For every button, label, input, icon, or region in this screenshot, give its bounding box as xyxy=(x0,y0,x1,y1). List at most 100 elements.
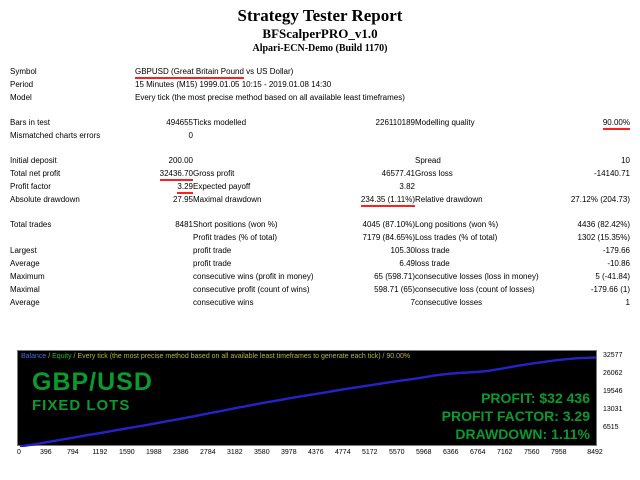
report-value xyxy=(135,231,193,244)
value-text: 0 xyxy=(188,131,193,140)
value-text: 4436 (82.42%) xyxy=(577,220,630,229)
report-label: Total net profit xyxy=(10,167,135,180)
value-text: loss trade xyxy=(415,246,450,255)
overlay-profit-text: PROFIT: $32 436 xyxy=(481,390,590,406)
value-text: Spread xyxy=(415,156,441,165)
x-axis-label: 4376 xyxy=(308,449,324,456)
report-value: 27.95 xyxy=(135,193,193,206)
report-value: 5 (-41.84) xyxy=(540,270,630,283)
report-row: Initial deposit 200.00 Spread 10 xyxy=(10,154,630,167)
report-spacer-cell xyxy=(10,206,630,218)
value-text: Initial deposit xyxy=(10,156,57,165)
report-label xyxy=(415,180,540,193)
value-text: consecutive losses (loss in money) xyxy=(415,272,539,281)
highlighted-value: 90.00% xyxy=(602,118,630,130)
x-axis-label: 1590 xyxy=(119,449,135,456)
report-value: 105.30 xyxy=(343,244,415,257)
x-axis-label: 3978 xyxy=(281,449,297,456)
highlighted-value: GBPUSD (Great Britain Pound xyxy=(135,67,244,79)
value-text: 494655 xyxy=(166,118,193,127)
value-text: 27.95 xyxy=(172,195,193,204)
value-text: Absolute drawdown xyxy=(10,195,80,204)
report-value xyxy=(540,129,630,142)
report-label: Spread xyxy=(415,154,540,167)
report-value: 1302 (15.35%) xyxy=(540,231,630,244)
value-text: 105.30 xyxy=(390,246,415,255)
report-label: Maximal drawdown xyxy=(193,193,343,206)
report-label: consecutive losses xyxy=(415,296,540,309)
report-value: 46577.41 xyxy=(343,167,415,180)
report-label: Largest xyxy=(10,244,135,257)
report-row: Maximal consecutive profit (count of wins… xyxy=(10,283,630,296)
value-text: Long positions (won %) xyxy=(415,220,499,229)
report-value xyxy=(135,257,193,270)
report-header: Strategy Tester Report BFScalperPRO_v1.0… xyxy=(0,6,640,55)
y-axis-label: 26062 xyxy=(603,370,623,378)
value-text: 6.49 xyxy=(399,259,415,268)
value-text: 4045 (87.10%) xyxy=(362,220,415,229)
value-text: Profit factor xyxy=(10,182,51,191)
server-build: Alpari-ECN-Demo (Build 1170) xyxy=(252,43,388,54)
report-value: 234.35 (1.11%) xyxy=(343,193,415,207)
report-value: 90.00% xyxy=(540,116,630,130)
value-text: 1 xyxy=(625,298,630,307)
report-value: 4436 (82.42%) xyxy=(540,218,630,231)
y-axis-label: 19546 xyxy=(603,388,623,396)
value-text: consecutive loss (count of losses) xyxy=(415,285,535,294)
report-label: profit trade xyxy=(193,244,343,257)
value-text: profit trade xyxy=(193,246,232,255)
report-label: Maximum xyxy=(10,270,135,283)
report-value: 1 xyxy=(540,296,630,309)
value-text: Model xyxy=(10,93,32,102)
legend-equity-label: Equity xyxy=(52,353,72,360)
value-text: Largest xyxy=(10,246,37,255)
report-value: -10.86 xyxy=(540,257,630,270)
x-axis-label: 2784 xyxy=(200,449,216,456)
overlay-symbol-text: GBP/USD xyxy=(32,368,153,396)
report-label: consecutive wins (profit in money) xyxy=(193,270,343,283)
report-row: Period 15 Minutes (M15) 1999.01.05 10:15 … xyxy=(10,78,630,91)
highlighted-value: 32436.70 xyxy=(159,169,193,181)
report-value: 7179 (84.65%) xyxy=(343,231,415,244)
report-value xyxy=(135,283,193,296)
report-label: loss trade xyxy=(415,244,540,257)
report-row: Largest profit trade 105.30 loss trade -179.… xyxy=(10,244,630,257)
report-row: Average profit trade 6.49 loss trade -10.86 xyxy=(10,257,630,270)
report-spacer-row xyxy=(10,142,630,154)
report-value: -14140.71 xyxy=(540,167,630,180)
value-text: 27.12% (204.73) xyxy=(570,195,630,204)
value-text: 8481 xyxy=(175,220,193,229)
report-value: 65 (598.71) xyxy=(343,270,415,283)
report-value: 226110189 xyxy=(343,116,415,129)
report-value: GBPUSD (Great Britain Pound vs US Dollar… xyxy=(135,65,630,79)
report-label: Average xyxy=(10,296,135,309)
x-axis-label: 1192 xyxy=(92,449,108,456)
value-text: loss trade xyxy=(415,259,450,268)
value-text: Ticks modelled xyxy=(193,118,247,127)
report-table: Symbol GBPUSD (Great Britain Pound vs US … xyxy=(10,65,630,309)
value-text: -179.66 (1) xyxy=(590,285,630,294)
value-text: 5 (-41.84) xyxy=(595,272,630,281)
report-row: Model Every tick (the most precise method… xyxy=(10,91,630,104)
value-text: Relative drawdown xyxy=(415,195,483,204)
x-axis-label: 7958 xyxy=(550,449,567,456)
report-label: consecutive loss (count of losses) xyxy=(415,283,540,296)
report-label xyxy=(193,154,343,167)
report-label: loss trade xyxy=(415,257,540,270)
chart-plot-area: Balance / Equity / Every tick (the most … xyxy=(17,350,597,447)
report-spacer-row xyxy=(10,104,630,116)
report-label: Gross profit xyxy=(193,167,343,180)
report-row: Symbol GBPUSD (Great Britain Pound vs US … xyxy=(10,65,630,79)
report-label: Relative drawdown xyxy=(415,193,540,206)
value-text: consecutive wins (profit in money) xyxy=(193,272,314,281)
report-label: Absolute drawdown xyxy=(10,193,135,206)
report-value: 494655 xyxy=(135,116,193,129)
report-label: Average xyxy=(10,257,135,270)
chart-overlay-right: PROFIT: $32 436 PROFIT FACTOR: 3.29 DRAW… xyxy=(442,389,590,443)
report-value: 27.12% (204.73) xyxy=(540,193,630,206)
report-value xyxy=(135,296,193,309)
x-axis-label: 8492 xyxy=(587,449,603,456)
value-text: -10.86 xyxy=(607,259,630,268)
balance-line xyxy=(19,356,597,447)
